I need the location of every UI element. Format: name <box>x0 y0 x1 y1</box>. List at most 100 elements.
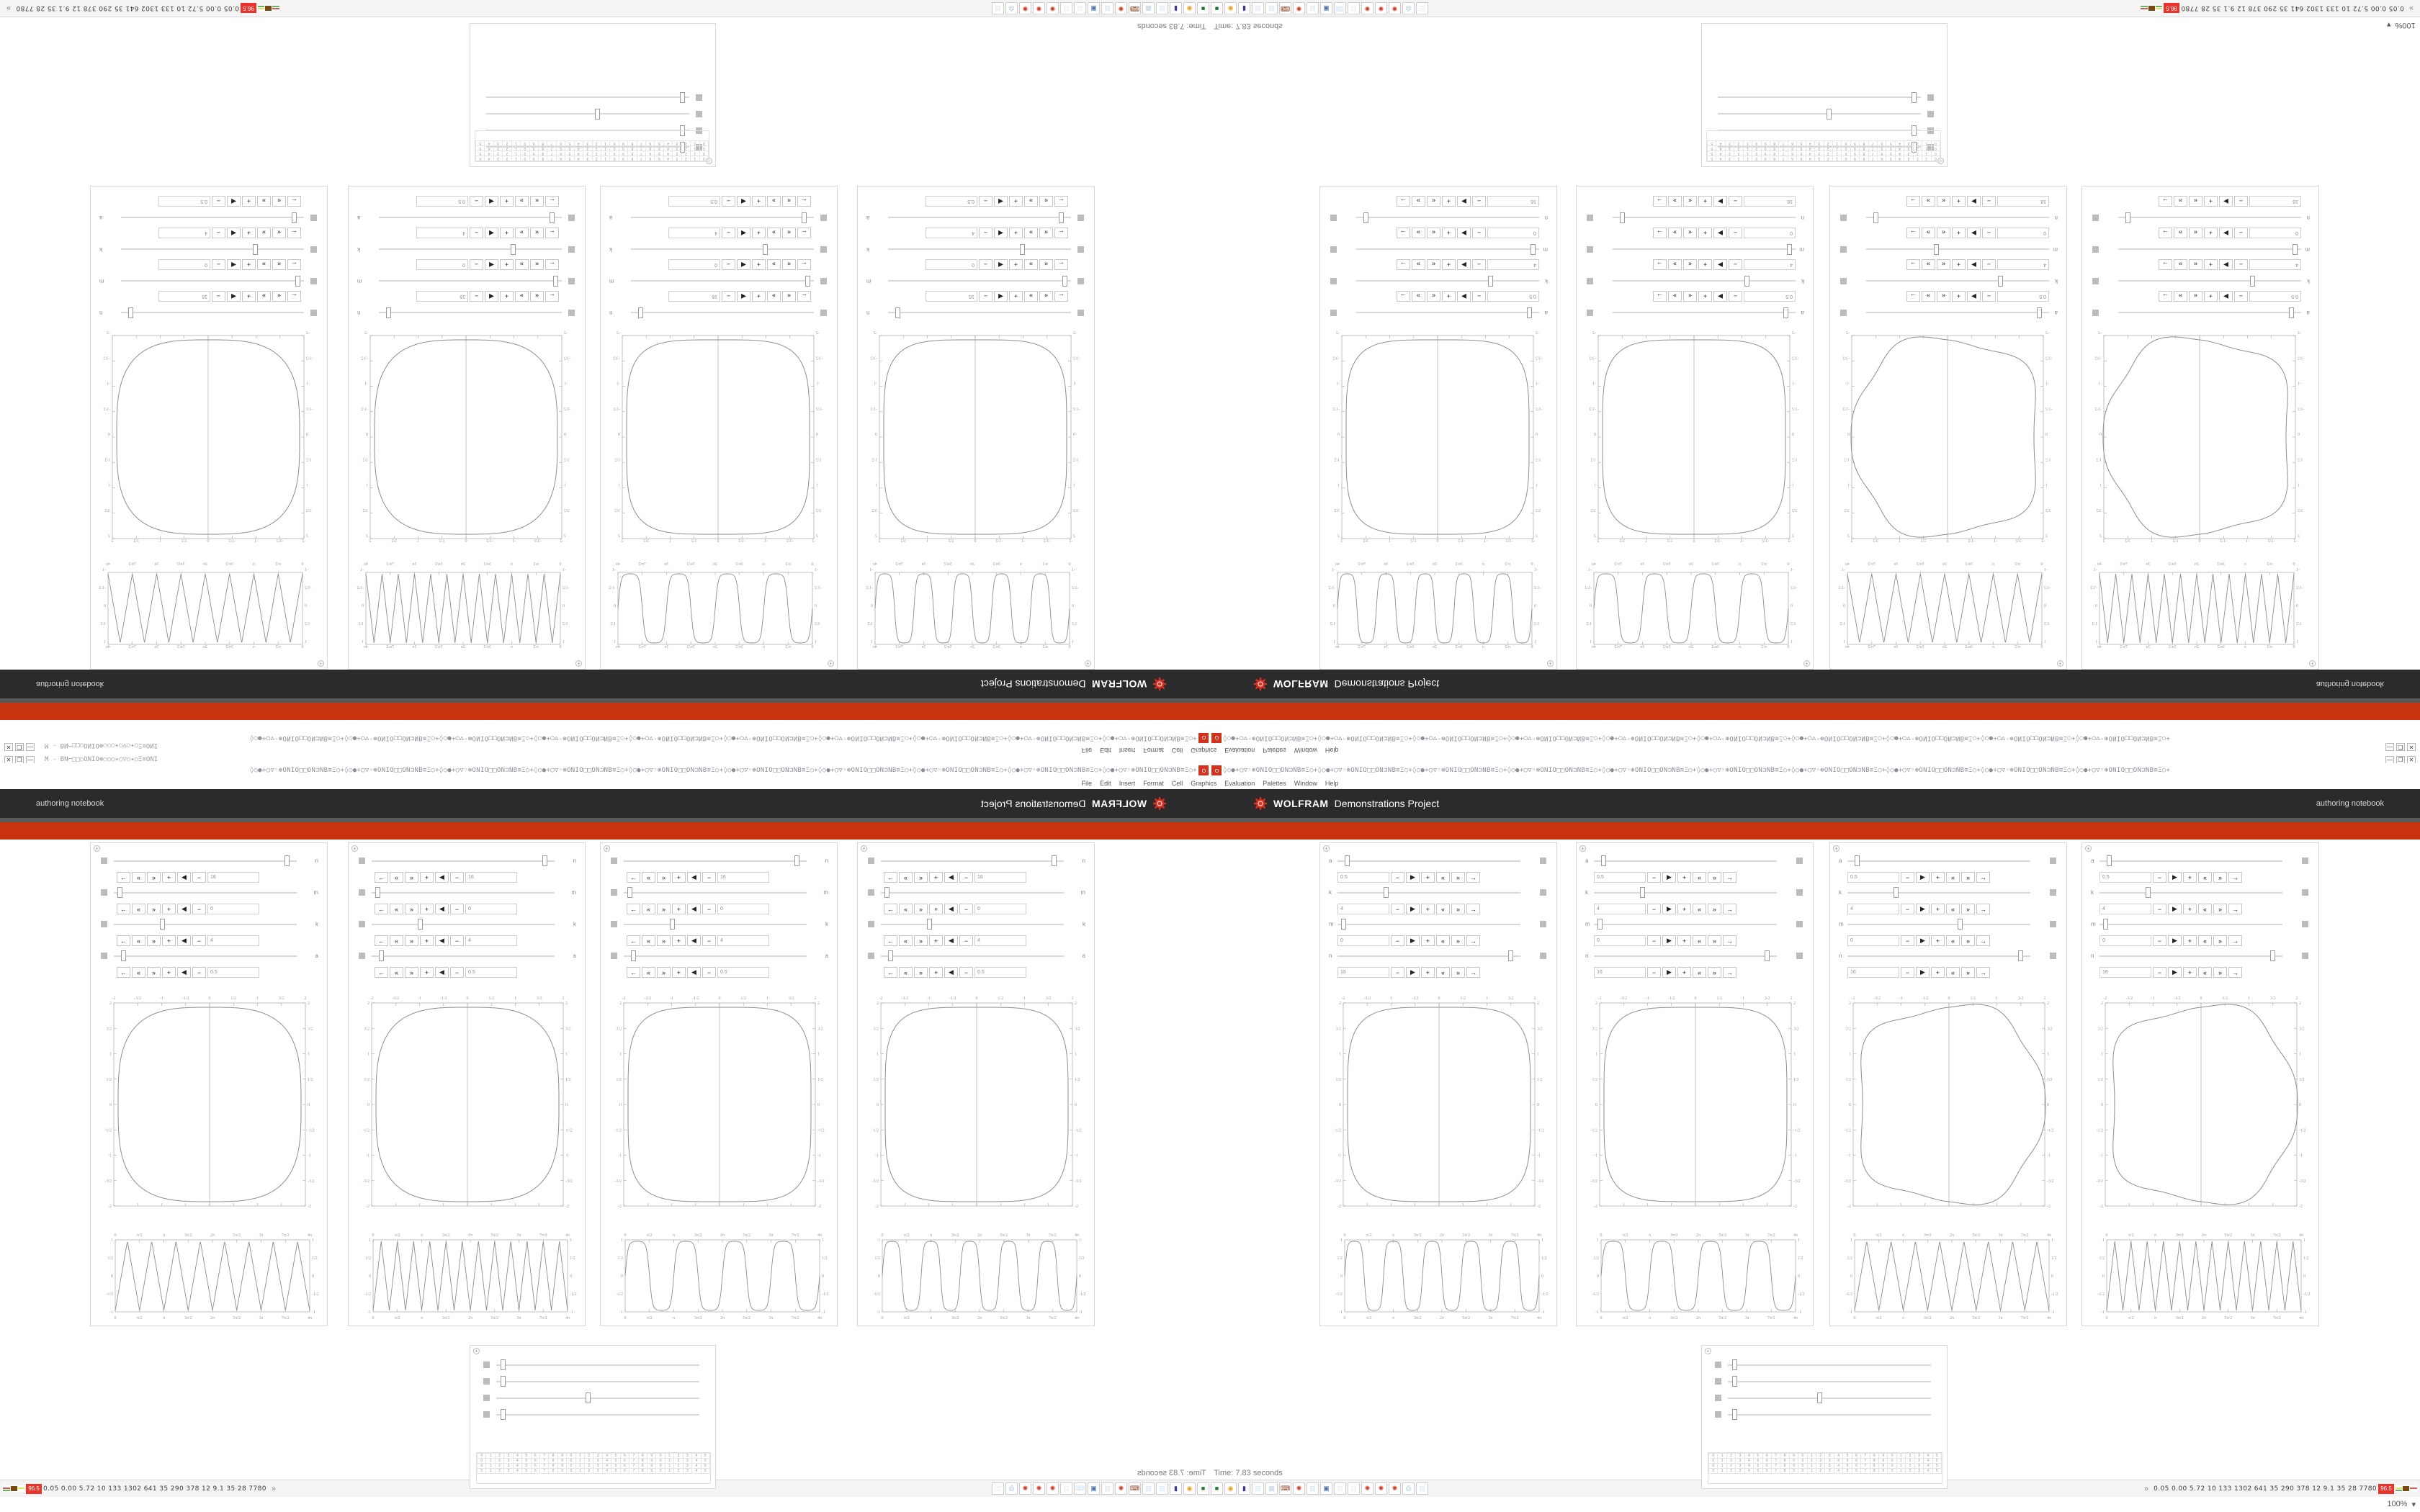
forward-button[interactable]: → <box>1397 291 1410 302</box>
animation-controls[interactable]: ← «» + ◀ −16 <box>354 289 578 304</box>
slider-minus-icon[interactable] <box>820 215 827 221</box>
printer-icon[interactable]: ⎙ <box>1402 1482 1415 1495</box>
slider-handle[interactable] <box>1600 855 1606 866</box>
slider-minus-icon[interactable] <box>310 310 317 316</box>
book-icon[interactable]: ▥ <box>1142 1482 1155 1495</box>
plus-button[interactable]: + <box>1421 872 1435 883</box>
slider-track[interactable] <box>631 280 814 282</box>
plus-button[interactable]: + <box>1009 228 1023 238</box>
slider-track[interactable] <box>624 924 807 925</box>
animation-controls[interactable]: 4− ▶ + «» → <box>1837 901 2061 917</box>
down-button[interactable]: » <box>657 935 671 946</box>
slider-minus-icon[interactable] <box>1587 278 1593 284</box>
minus-button[interactable]: − <box>1391 967 1404 978</box>
play_rev-button[interactable]: ◀ <box>687 872 701 883</box>
animation-controls[interactable]: 4− ▶ + «» → <box>1836 257 2059 272</box>
panel-controls[interactable]: a 0.5− ▶ + «» → k 4− ▶ + «» → m 0− ▶ + «» → n 16− ▶ + «» → <box>1836 194 2059 320</box>
demonstration-panel[interactable]: + a 0.5− ▶ + «» → k 4− ▶ + «» → m 0− ▶ + «» → n 16− ▶ + «» → -2 2 2… <box>1829 842 2067 1326</box>
back-button[interactable]: ← <box>287 259 301 270</box>
slider-track[interactable] <box>2099 860 2282 862</box>
play-button[interactable]: ▶ <box>1916 904 1930 914</box>
down-button[interactable]: » <box>1922 228 1935 238</box>
slider-handle[interactable] <box>1933 244 1939 255</box>
slider-row[interactable]: n <box>1836 209 2059 225</box>
value-field[interactable]: 16 <box>668 291 720 302</box>
slider-row[interactable]: n <box>1326 209 1549 225</box>
plus-button[interactable]: + <box>1442 259 1456 270</box>
printer-icon[interactable]: ⎙ <box>1005 2 1018 14</box>
slider-row[interactable]: k <box>98 917 321 933</box>
down-button[interactable]: » <box>1922 259 1935 270</box>
slider-handle[interactable] <box>1363 212 1368 223</box>
slider-minus-icon[interactable] <box>1796 889 1803 896</box>
plus-button[interactable]: + <box>2204 228 2218 238</box>
minus-button[interactable]: − <box>722 196 735 207</box>
play_rev-button[interactable]: ◀ <box>737 196 750 207</box>
slider-row[interactable]: n <box>2089 948 2313 965</box>
play-button[interactable]: ▶ <box>2168 872 2182 883</box>
window-controls-top-right[interactable]: — ❐ ✕ <box>2385 743 2416 751</box>
slider-track[interactable] <box>1728 1414 1931 1416</box>
floppy-icon[interactable]: ▮ <box>1238 1482 1250 1495</box>
slider-track[interactable] <box>888 312 1071 313</box>
page-icon[interactable]: ▧ <box>992 2 1004 14</box>
plus-button[interactable]: + <box>1421 935 1435 946</box>
add-icon[interactable]: + <box>575 660 582 667</box>
floppy-icon[interactable]: ▮ <box>1170 2 1182 14</box>
down-button[interactable]: » <box>914 872 928 883</box>
taskbar-top[interactable]: ☰ ⎙ ✺ ✺ ✺ ▤ ⌨ ▣ ▧ ✺ ⌨ ▥ ▧ ▮ ◉ ■ ■ ◉ ▮ ▧ ▦ ⌨ ✺ ▥ ▣ ▤ ▤ ✺ ✺ ✺ ⎙ ▧ <box>992 2 1428 14</box>
wolfram-spikey-icon[interactable] <box>1198 733 1209 743</box>
value-field[interactable]: 4 <box>974 935 1026 946</box>
slider-track[interactable] <box>1613 312 1796 313</box>
up-button[interactable]: « <box>899 935 913 946</box>
slider-track[interactable] <box>114 955 297 957</box>
minus-button[interactable]: − <box>1901 872 1914 883</box>
slider-minus-icon[interactable] <box>1796 921 1803 927</box>
value-field[interactable]: 16 <box>465 872 517 883</box>
wolfram-icon[interactable]: ✺ <box>1293 2 1305 14</box>
down-button[interactable]: » <box>1668 228 1682 238</box>
slider-handle[interactable] <box>378 950 384 961</box>
add-icon[interactable]: + <box>604 845 610 852</box>
menu-item-format[interactable]: Format <box>1143 779 1164 787</box>
minimize-icon[interactable]: — <box>26 743 35 751</box>
plus-button[interactable]: + <box>672 935 686 946</box>
value-field[interactable]: 16 <box>1594 967 1646 978</box>
slider-minus-icon[interactable] <box>1715 1411 1721 1418</box>
slider-track[interactable] <box>1337 955 1520 957</box>
slider-handle[interactable] <box>884 887 889 898</box>
play_rev-button[interactable]: ◀ <box>485 291 498 302</box>
browser-icon[interactable]: ◉ <box>1224 1482 1237 1495</box>
slider-row[interactable]: k <box>1582 272 1806 289</box>
slider-row[interactable]: a <box>864 209 1087 225</box>
slider-track[interactable] <box>486 113 689 114</box>
slider-track[interactable] <box>372 892 555 894</box>
menu-item-palettes[interactable]: Palettes <box>1263 779 1286 787</box>
slider-track[interactable] <box>496 1364 699 1366</box>
document-icon[interactable]: ▤ <box>1060 2 1072 14</box>
value-field[interactable]: 4 <box>2249 259 2301 270</box>
disk-icon[interactable]: ■ <box>1211 2 1223 14</box>
minus-button[interactable]: − <box>1982 291 1996 302</box>
add-icon[interactable]: + <box>2057 660 2063 667</box>
up-button[interactable]: « <box>272 291 286 302</box>
value-field[interactable]: 16 <box>974 872 1026 883</box>
restore-icon[interactable]: ❐ <box>2396 743 2405 751</box>
up-button[interactable]: « <box>2189 196 2202 207</box>
wolfram-spikey-icon[interactable] <box>1198 765 1209 775</box>
value-field[interactable]: 0.5 <box>1487 291 1539 302</box>
slider-handle[interactable] <box>1019 244 1025 255</box>
slider-row[interactable] <box>1712 1390 1938 1407</box>
slider-handle[interactable] <box>542 855 548 866</box>
slider-minus-icon[interactable] <box>611 889 617 896</box>
minus-button[interactable]: − <box>2153 967 2166 978</box>
animation-controls[interactable]: ← «» + ◀ −0.5 <box>97 194 320 209</box>
minus-button[interactable]: − <box>2153 904 2166 914</box>
panel-controls[interactable]: a 0.5− ▶ + «» → k 4− ▶ + «» → m 0− ▶ + «» → n 16− ▶ + «» → <box>1837 853 2061 980</box>
slider-minus-icon[interactable] <box>1927 111 1934 117</box>
minus-button[interactable]: − <box>1472 291 1486 302</box>
value-field[interactable]: 0.5 <box>717 967 769 978</box>
slider-handle[interactable] <box>117 887 122 898</box>
back-button[interactable]: ← <box>627 904 640 914</box>
menu-item-file[interactable]: File <box>1081 747 1093 755</box>
